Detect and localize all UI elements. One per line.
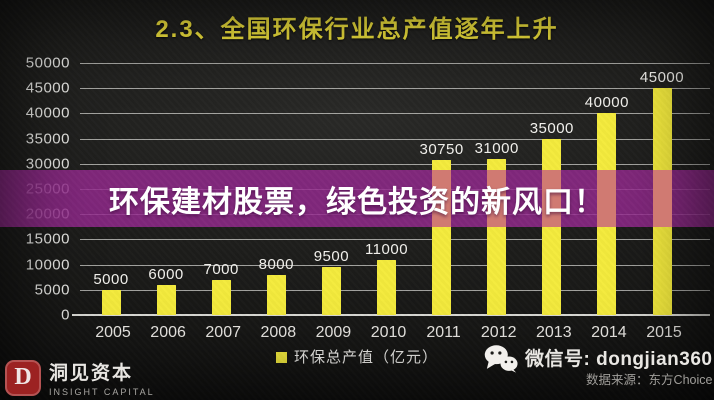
bar (211, 279, 231, 315)
data-source: 数据来源：东方Choice (586, 373, 713, 387)
legend-marker-icon (275, 351, 287, 363)
bar (377, 259, 396, 315)
legend-label: 环保总产值（亿元） (293, 349, 438, 366)
wechat-icon (484, 345, 518, 373)
insight-capital-logo-icon: D (5, 359, 41, 396)
bar-value-label: 8000 (258, 255, 294, 273)
brand-name: 洞见资本 (49, 363, 134, 384)
x-tick-label: 2005 (95, 324, 131, 341)
brand-block: D 洞见资本 INSIGHT CAPITAL (5, 358, 155, 397)
chart-title: 2.3、全国环保行业总产值逐年上升 (155, 16, 559, 43)
bar-value-label: 9500 (313, 248, 350, 266)
brand-subtitle: INSIGHT CAPITAL (49, 387, 155, 397)
y-tick-label: 35000 (25, 130, 70, 148)
overlay-banner: 环保建材股票，绿色投资的新风口！ (0, 170, 714, 227)
y-tick-label: 0 (61, 306, 70, 324)
bar-value-label: 7000 (203, 260, 239, 278)
bar-under-banner (597, 170, 617, 227)
x-tick-label: 2010 (370, 324, 407, 341)
bar-under-banner (432, 170, 452, 227)
x-tick-label: 2014 (591, 324, 627, 341)
x-tick-label: 2013 (536, 324, 572, 341)
y-tick-label: 45000 (25, 79, 70, 97)
x-axis-line (72, 314, 710, 316)
y-tick-label: 5000 (34, 281, 70, 299)
y-tick-label: 10000 (25, 256, 70, 274)
wechat-block: 微信号: dongjian360 数据来源：东方Choice (484, 344, 712, 388)
legend: 环保总产值（亿元） (0, 346, 714, 367)
bar-value-label: 40000 (584, 94, 629, 112)
gridline (80, 163, 710, 165)
x-tick-label: 2006 (150, 324, 186, 341)
bar-value-label: 31000 (474, 139, 519, 157)
gridline (80, 88, 710, 90)
overlay-banner-text: 环保建材股票，绿色投资的新风口！ (109, 185, 605, 219)
x-tick-label: 2007 (205, 324, 241, 341)
gridline (80, 113, 710, 115)
gridline (80, 138, 710, 140)
x-tick-label: 2008 (260, 324, 297, 341)
bar-value-label: 35000 (529, 119, 574, 137)
bar-value-label: 11000 (364, 240, 409, 258)
bar-value-label: 6000 (148, 265, 184, 283)
bar-under-banner (652, 170, 672, 227)
bar-value-label: 30750 (419, 141, 464, 159)
bar (101, 289, 121, 315)
y-tick-label: 50000 (25, 54, 70, 72)
bar-value-label: 5000 (93, 270, 129, 288)
bar-under-banner (542, 170, 562, 227)
bar (266, 274, 286, 315)
x-tick-label: 2011 (426, 324, 461, 341)
y-tick-label: 15000 (25, 230, 70, 248)
y-tick-label: 40000 (25, 104, 70, 122)
wechat-id: 微信号: dongjian360 (525, 349, 713, 370)
y-tick-label: 30000 (25, 155, 70, 173)
bar (321, 267, 341, 315)
x-tick-label: 2015 (646, 324, 682, 341)
gridline (80, 239, 710, 241)
bar-value-label: 45000 (639, 69, 685, 87)
gridline (80, 63, 710, 64)
x-tick-label: 2012 (480, 324, 517, 341)
bar (156, 284, 176, 315)
bar-under-banner (487, 170, 507, 227)
x-tick-label: 2009 (315, 324, 352, 341)
